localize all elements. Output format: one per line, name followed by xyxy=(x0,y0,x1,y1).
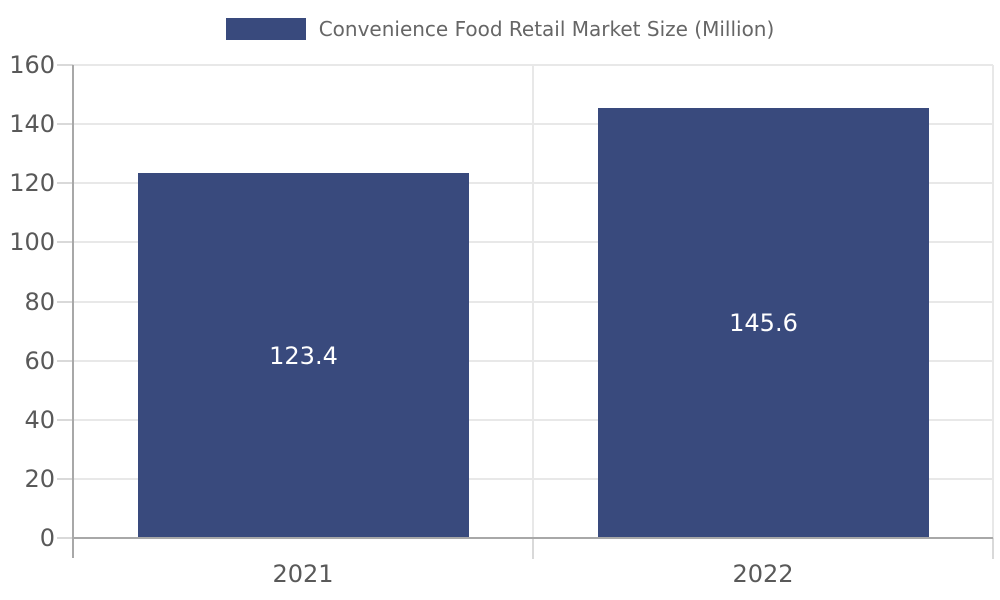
y-axis-tick-label: 60 xyxy=(24,346,55,375)
y-axis-tick-label: 80 xyxy=(24,287,55,316)
legend-label: Convenience Food Retail Market Size (Mil… xyxy=(318,17,775,41)
x-axis-tick xyxy=(532,538,534,559)
bar-value-label: 145.6 xyxy=(729,308,798,337)
y-axis-tick-label: 140 xyxy=(9,110,55,139)
y-axis-line xyxy=(72,65,74,558)
bar-2022[interactable]: 145.6 xyxy=(598,107,929,538)
y-axis-tick xyxy=(57,64,73,66)
gridline-vertical xyxy=(992,65,994,538)
y-axis-tick xyxy=(57,300,73,303)
bar-2021[interactable]: 123.4 xyxy=(138,173,469,538)
y-axis-tick xyxy=(57,359,73,362)
y-axis-tick-label: 0 xyxy=(39,524,55,552)
y-axis-tick xyxy=(57,418,73,421)
legend-swatch-icon xyxy=(225,18,306,40)
y-axis-tick-label: 20 xyxy=(24,464,55,493)
x-axis-category-label: 2021 xyxy=(272,560,334,588)
y-axis-tick-label: 100 xyxy=(9,228,55,257)
y-axis-tick xyxy=(57,537,73,539)
gridline-vertical xyxy=(532,65,534,538)
y-axis-tick-label: 120 xyxy=(9,169,55,198)
x-axis-category-label: 2022 xyxy=(732,560,794,588)
y-axis-tick-label: 160 xyxy=(9,51,55,79)
x-axis-tick xyxy=(992,538,994,559)
x-axis-line xyxy=(72,537,993,539)
y-axis-tick xyxy=(57,477,73,480)
y-axis-tick-label: 40 xyxy=(24,405,55,434)
y-axis-tick xyxy=(57,123,73,126)
y-axis-tick xyxy=(57,182,73,185)
y-axis-tick xyxy=(57,241,73,244)
chart-legend[interactable]: Convenience Food Retail Market Size (Mil… xyxy=(0,14,1000,44)
bar-value-label: 123.4 xyxy=(269,341,338,370)
